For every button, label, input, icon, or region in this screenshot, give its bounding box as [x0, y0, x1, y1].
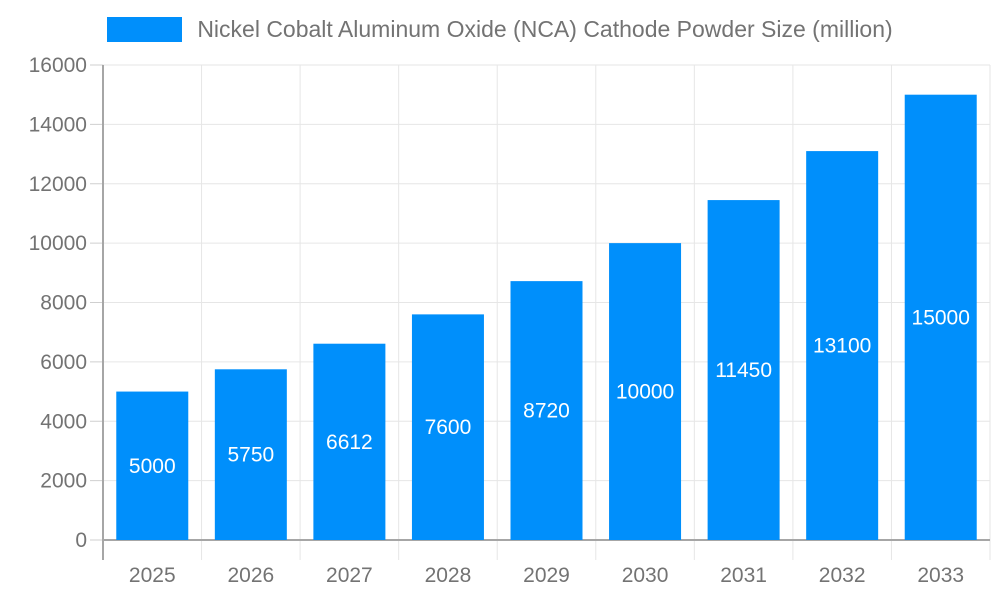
y-axis-label: 10000	[29, 232, 87, 255]
bar-value-label: 15000	[912, 306, 970, 329]
bar	[904, 94, 977, 540]
y-axis-label: 2000	[40, 470, 87, 493]
bar	[806, 151, 879, 540]
bar-value-label: 5000	[129, 455, 176, 478]
x-axis-label: 2029	[523, 564, 570, 587]
bar-value-label: 8720	[523, 400, 570, 423]
bar-value-label: 6612	[326, 431, 373, 454]
y-axis-label: 8000	[40, 292, 87, 315]
bar-value-label: 11450	[715, 359, 772, 382]
y-axis-label: 12000	[29, 173, 87, 196]
y-axis-label: 4000	[40, 410, 87, 433]
bar	[510, 281, 583, 540]
legend-swatch	[107, 17, 183, 42]
bar-value-label: 10000	[616, 381, 674, 404]
x-axis-label: 2031	[720, 564, 767, 587]
legend-label: Nickel Cobalt Aluminum Oxide (NCA) Catho…	[197, 16, 893, 42]
bar-value-label: 13100	[813, 335, 871, 358]
bar	[411, 314, 484, 540]
x-axis-label: 2032	[819, 564, 866, 587]
x-axis-label: 2030	[622, 564, 669, 587]
bar-value-label: 7600	[425, 416, 472, 439]
x-axis-label: 2033	[917, 564, 964, 587]
bar-value-label: 5750	[227, 444, 274, 467]
bar	[609, 243, 682, 540]
legend-item[interactable]: Nickel Cobalt Aluminum Oxide (NCA) Catho…	[107, 16, 893, 43]
bar	[214, 369, 287, 540]
bar	[707, 200, 780, 540]
y-axis-label: 16000	[29, 54, 87, 77]
bar	[116, 391, 189, 540]
x-axis-label: 2027	[326, 564, 373, 587]
x-axis-label: 2026	[227, 564, 274, 587]
y-axis-label: 14000	[29, 113, 87, 136]
legend: Nickel Cobalt Aluminum Oxide (NCA) Catho…	[0, 16, 1000, 43]
x-axis-label: 2025	[129, 564, 176, 587]
y-axis-label: 6000	[40, 351, 87, 374]
y-axis-label: 0	[75, 529, 87, 552]
bar	[313, 343, 386, 540]
x-axis-label: 2028	[425, 564, 472, 587]
